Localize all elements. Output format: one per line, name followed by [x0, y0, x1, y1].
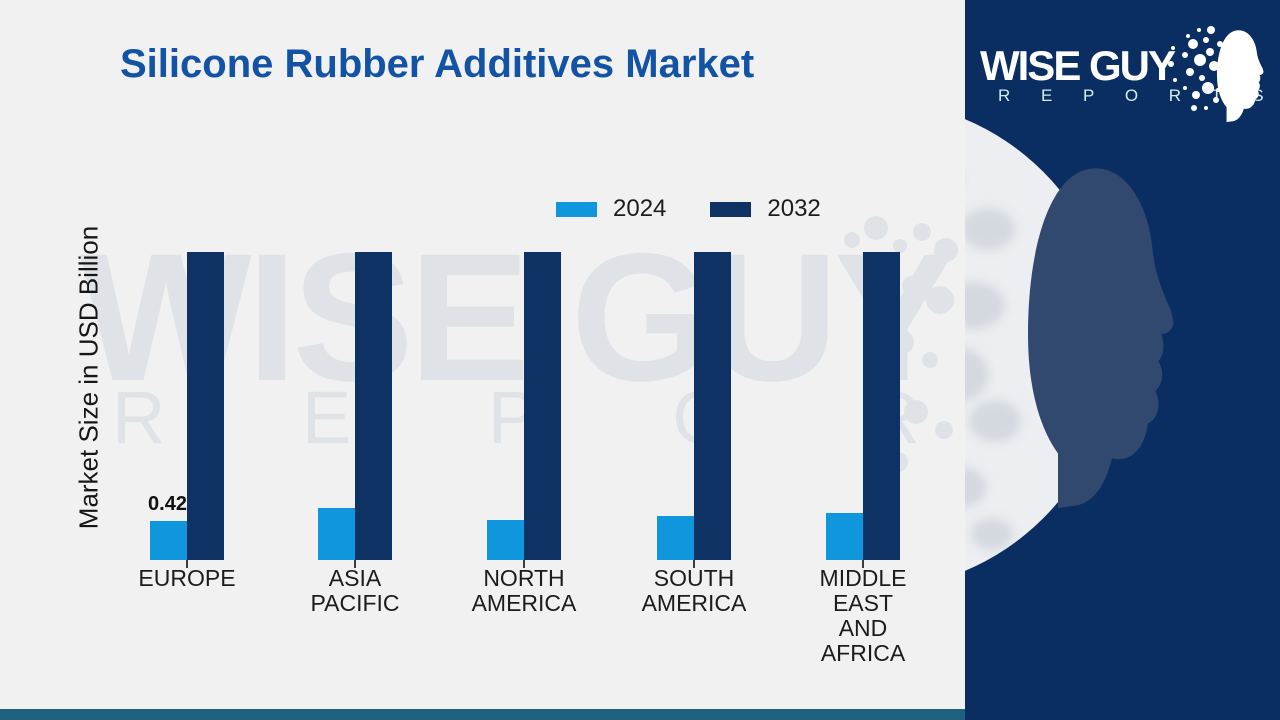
legend-swatch-2032 — [710, 201, 752, 217]
logo-dots — [1168, 26, 1226, 111]
x-axis-tick — [186, 560, 188, 568]
bar-2024-south-america — [657, 516, 694, 560]
bar-2032-asia-pacific — [355, 252, 392, 560]
profile-face-silhouette — [1028, 168, 1174, 508]
logo-wiseguy-text: WISE GUY — [980, 42, 1176, 89]
legend-label-2032: 2032 — [767, 195, 821, 222]
category-label-south-america: SOUTH AMERICA — [641, 565, 747, 616]
watermark-wiseguy-text: WISE GUY — [80, 215, 955, 419]
bar-2032-south-america — [694, 252, 731, 560]
brand-panel: WISE GUY R E P O R T S — [965, 0, 1280, 720]
category-label-north-america: NORTH AMERICA — [471, 565, 577, 616]
x-axis-tick — [693, 560, 695, 568]
bar-2024-north-america — [487, 520, 524, 560]
footer-bar — [0, 709, 965, 720]
bar-2032-europe — [187, 252, 224, 560]
logo-face-silhouette — [1216, 30, 1264, 122]
legend-label-2024: 2024 — [613, 195, 667, 222]
bar-2024-europe — [150, 521, 187, 560]
bar-2024-asia-pacific — [318, 508, 355, 560]
x-axis-tick — [862, 560, 864, 568]
category-label-asia-pacific: ASIA PACIFIC — [310, 565, 400, 616]
bar-2032-north-america — [524, 252, 561, 560]
x-axis-tick — [523, 560, 525, 568]
legend-swatch-2024 — [556, 201, 597, 217]
chart-plot-area: EUROPE ASIA PACIFIC NORTH AMERICA SOUTH AME… — [138, 252, 907, 666]
chart-title: Silicone Rubber Additives Market — [120, 42, 755, 86]
logo-reports-text: R E P O R T S — [998, 86, 1277, 105]
bar-value-label: 0.42 — [148, 493, 187, 515]
category-label-europe: EUROPE — [138, 565, 236, 591]
legend-item-2024: 2024 — [556, 195, 666, 223]
bar-2024-middle-east-and-africa — [826, 513, 863, 560]
category-label-middle-east-and-africa: MIDDLE EAST AND AFRICA — [819, 565, 907, 666]
legend: 2024 2032 — [556, 195, 821, 223]
x-axis-tick — [354, 560, 356, 568]
bar-2032-middle-east-and-africa — [863, 252, 900, 560]
legend-item-2032: 2032 — [710, 195, 821, 223]
